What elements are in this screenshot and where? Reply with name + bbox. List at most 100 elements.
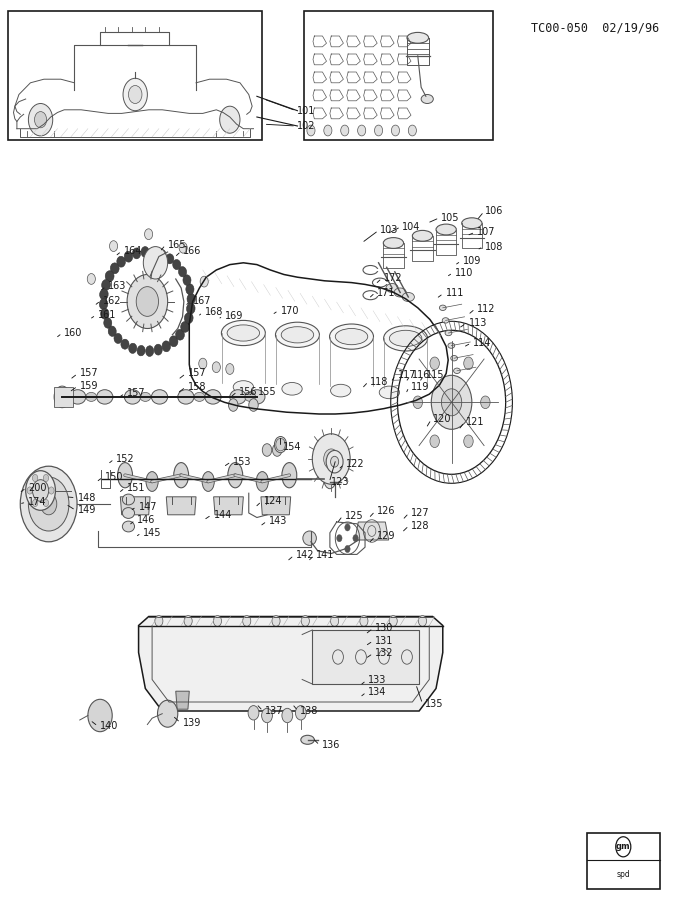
Text: 124: 124	[264, 496, 282, 507]
Ellipse shape	[122, 494, 135, 505]
Text: 157: 157	[127, 388, 146, 399]
Polygon shape	[166, 497, 196, 515]
Ellipse shape	[451, 356, 458, 361]
Ellipse shape	[303, 531, 316, 545]
Circle shape	[54, 386, 70, 408]
Ellipse shape	[383, 326, 427, 351]
Circle shape	[431, 375, 472, 429]
Text: 146: 146	[137, 515, 155, 526]
Circle shape	[262, 708, 272, 723]
Text: 172: 172	[384, 273, 403, 284]
Ellipse shape	[379, 386, 400, 399]
Text: 167: 167	[193, 296, 211, 307]
Text: 149: 149	[78, 505, 96, 516]
Circle shape	[418, 616, 427, 626]
Circle shape	[158, 700, 178, 727]
Text: 115: 115	[426, 370, 444, 381]
Circle shape	[87, 274, 95, 284]
Text: 174: 174	[28, 497, 47, 508]
Circle shape	[43, 500, 49, 507]
Ellipse shape	[178, 266, 187, 277]
Ellipse shape	[141, 247, 149, 257]
Ellipse shape	[185, 312, 193, 323]
Text: 155: 155	[258, 386, 276, 397]
Ellipse shape	[146, 472, 158, 491]
Text: 111: 111	[445, 288, 464, 299]
Ellipse shape	[170, 336, 178, 346]
Circle shape	[128, 86, 142, 104]
Ellipse shape	[162, 341, 170, 352]
Text: 158: 158	[188, 382, 206, 392]
Ellipse shape	[186, 284, 194, 294]
Ellipse shape	[124, 251, 132, 262]
Text: 133: 133	[368, 675, 387, 686]
Text: 135: 135	[425, 698, 443, 709]
Circle shape	[212, 362, 220, 373]
Circle shape	[143, 247, 168, 279]
Ellipse shape	[331, 384, 351, 397]
Ellipse shape	[245, 392, 256, 401]
Circle shape	[295, 706, 306, 720]
Text: 119: 119	[411, 382, 429, 392]
Circle shape	[276, 438, 285, 451]
Ellipse shape	[99, 299, 107, 310]
Ellipse shape	[187, 293, 195, 304]
Ellipse shape	[122, 508, 135, 518]
Polygon shape	[176, 691, 189, 709]
Text: 139: 139	[183, 717, 201, 728]
Ellipse shape	[205, 390, 221, 404]
Text: 136: 136	[322, 740, 340, 751]
Text: 165: 165	[168, 239, 186, 250]
Text: 122: 122	[346, 459, 365, 470]
Ellipse shape	[154, 344, 162, 356]
Text: 105: 105	[441, 212, 460, 223]
Ellipse shape	[70, 390, 86, 404]
Text: 152: 152	[116, 454, 135, 464]
Ellipse shape	[105, 271, 114, 282]
Circle shape	[312, 434, 350, 484]
Text: 170: 170	[281, 305, 299, 316]
Text: 144: 144	[214, 509, 232, 520]
Circle shape	[214, 616, 222, 626]
Circle shape	[375, 125, 383, 136]
Polygon shape	[139, 616, 443, 711]
Text: 128: 128	[411, 520, 429, 531]
Circle shape	[88, 699, 112, 732]
Circle shape	[262, 444, 272, 456]
Text: 131: 131	[375, 635, 393, 646]
Ellipse shape	[101, 280, 110, 291]
Circle shape	[26, 471, 55, 510]
Ellipse shape	[151, 390, 168, 404]
Text: 118: 118	[370, 376, 389, 387]
Ellipse shape	[187, 303, 195, 314]
Ellipse shape	[121, 339, 129, 349]
Polygon shape	[312, 630, 419, 684]
Ellipse shape	[389, 330, 422, 346]
Text: 147: 147	[139, 501, 157, 512]
Ellipse shape	[386, 284, 398, 292]
Bar	[587, 833, 660, 889]
Text: 166: 166	[183, 246, 201, 256]
Text: 104: 104	[402, 221, 420, 232]
Ellipse shape	[276, 322, 320, 347]
Ellipse shape	[233, 381, 254, 393]
Text: 117: 117	[397, 370, 416, 381]
Circle shape	[228, 399, 238, 411]
Text: 102: 102	[297, 121, 316, 131]
Text: 154: 154	[283, 442, 301, 453]
Circle shape	[32, 474, 38, 482]
Ellipse shape	[103, 318, 112, 328]
Ellipse shape	[274, 436, 287, 453]
Circle shape	[391, 125, 400, 136]
Ellipse shape	[445, 330, 452, 336]
Ellipse shape	[327, 450, 343, 473]
Circle shape	[341, 125, 349, 136]
Text: 125: 125	[345, 510, 364, 521]
Text: 163: 163	[108, 281, 126, 292]
Bar	[304, 11, 493, 140]
Ellipse shape	[402, 292, 414, 302]
Ellipse shape	[436, 224, 456, 235]
Ellipse shape	[180, 321, 189, 332]
Ellipse shape	[383, 238, 404, 248]
Text: 106: 106	[485, 206, 504, 217]
